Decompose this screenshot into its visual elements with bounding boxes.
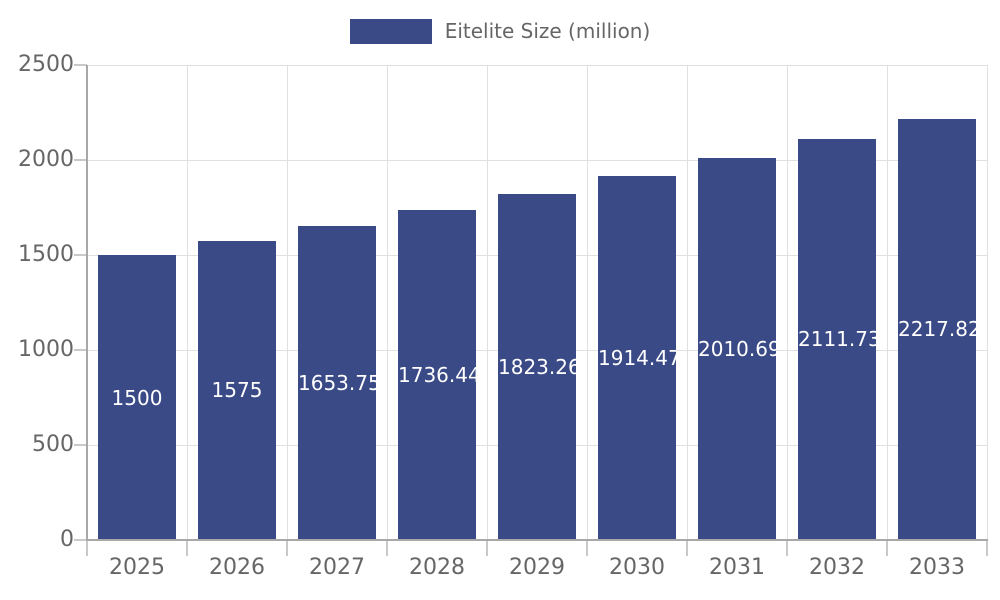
x-tick-label: 2027 xyxy=(309,555,365,580)
x-tick-mark xyxy=(886,541,888,556)
bar[interactable]: 1914.47 xyxy=(598,176,676,540)
bar-value-label: 1653.75 xyxy=(298,370,376,395)
bar-value-label: 2111.73 xyxy=(798,327,876,352)
x-tick-label: 2028 xyxy=(409,555,465,580)
bar-value-label: 1575 xyxy=(211,378,263,403)
x-tick-label: 2029 xyxy=(509,555,565,580)
x-tick-label: 2030 xyxy=(609,555,665,580)
legend-swatch xyxy=(349,19,432,44)
x-tick-mark xyxy=(986,541,988,556)
y-tick-label: 1000 xyxy=(18,337,74,362)
y-tick-label: 0 xyxy=(60,527,74,552)
x-gridline xyxy=(386,65,388,540)
x-axis-line xyxy=(86,539,988,541)
x-gridline xyxy=(586,65,588,540)
y-tick-mark xyxy=(74,539,87,541)
x-gridline xyxy=(486,65,488,540)
x-tick-label: 2033 xyxy=(909,555,965,580)
bar-value-label: 1914.47 xyxy=(598,346,676,371)
x-gridline xyxy=(186,65,188,540)
bar[interactable]: 1736.44 xyxy=(398,210,476,540)
bar[interactable]: 2111.73 xyxy=(798,138,876,540)
x-tick-mark xyxy=(486,541,488,556)
y-tick-label: 2500 xyxy=(18,52,74,77)
x-tick-mark xyxy=(786,541,788,556)
y-tick-label: 2000 xyxy=(18,147,74,172)
bar[interactable]: 1575 xyxy=(198,240,276,540)
x-tick-label: 2032 xyxy=(809,555,865,580)
x-tick-mark xyxy=(586,541,588,556)
bar-value-label: 2217.82 xyxy=(898,317,976,342)
y-tick-mark xyxy=(74,64,87,66)
x-gridline xyxy=(986,65,988,540)
x-gridline xyxy=(886,65,888,540)
x-gridline xyxy=(286,65,288,540)
x-tick-mark xyxy=(686,541,688,556)
x-gridline xyxy=(686,65,688,540)
y-tick-label: 1500 xyxy=(18,242,74,267)
bar-value-label: 1500 xyxy=(111,385,163,410)
x-tick-mark xyxy=(386,541,388,556)
x-tick-mark xyxy=(186,541,188,556)
y-gridline xyxy=(87,64,987,66)
legend-label: Eitelite Size (million) xyxy=(444,19,651,43)
bar[interactable]: 1653.75 xyxy=(298,225,376,540)
x-tick-label: 2026 xyxy=(209,555,265,580)
bar[interactable]: 1823.26 xyxy=(498,193,576,540)
bar[interactable]: 1500 xyxy=(98,255,176,540)
legend[interactable]: Eitelite Size (million) xyxy=(0,19,1000,44)
x-tick-mark xyxy=(286,541,288,556)
bar[interactable]: 2217.82 xyxy=(898,118,976,540)
y-gridline xyxy=(87,159,987,161)
y-axis-line xyxy=(86,65,88,541)
x-tick-label: 2025 xyxy=(109,555,165,580)
bar[interactable]: 2010.69 xyxy=(698,157,776,540)
y-tick-mark xyxy=(74,159,87,161)
bar-value-label: 1823.26 xyxy=(498,354,576,379)
plot-area: 1500 1575 1653.75 1736.44 1823.26 1914.47 2010… xyxy=(87,64,988,540)
y-tick-label: 500 xyxy=(32,432,74,457)
bar-value-label: 1736.44 xyxy=(398,363,476,388)
y-tick-mark xyxy=(74,444,87,446)
bar-value-label: 2010.69 xyxy=(698,336,776,361)
x-gridline xyxy=(786,65,788,540)
x-tick-mark xyxy=(86,541,88,556)
y-tick-mark xyxy=(74,254,87,256)
y-tick-mark xyxy=(74,349,87,351)
x-tick-label: 2031 xyxy=(709,555,765,580)
